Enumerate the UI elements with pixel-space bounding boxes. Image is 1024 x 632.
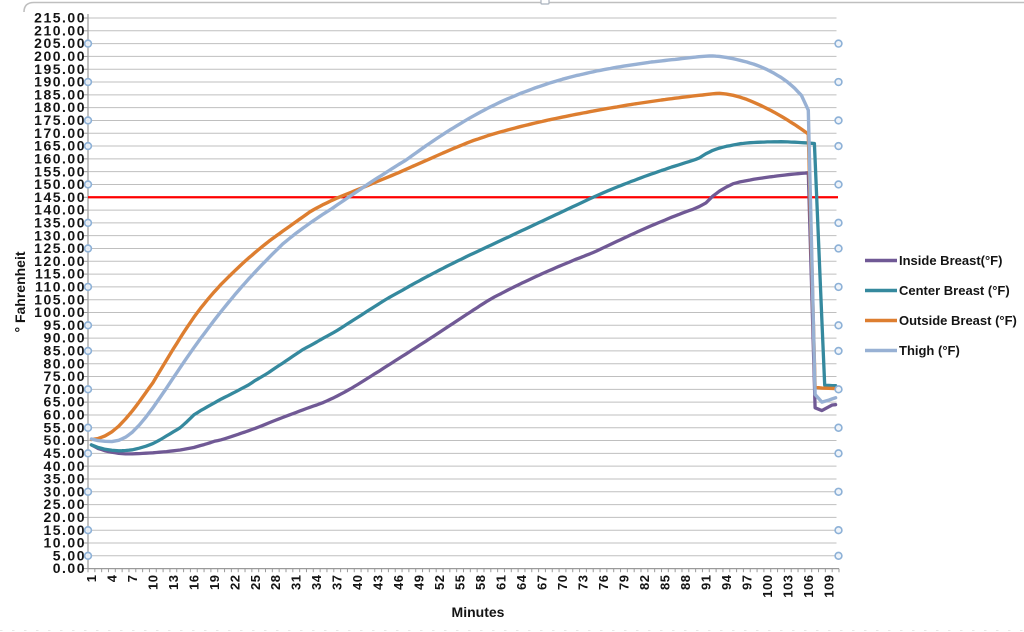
svg-text:75.00: 75.00 xyxy=(43,368,86,384)
svg-text:34: 34 xyxy=(309,574,324,590)
svg-text:150.00: 150.00 xyxy=(34,176,86,192)
svg-text:35.00: 35.00 xyxy=(43,471,86,487)
svg-text:40: 40 xyxy=(350,575,365,590)
svg-text:10: 10 xyxy=(145,575,160,590)
svg-text:64: 64 xyxy=(514,574,529,590)
svg-text:Minutes: Minutes xyxy=(452,604,505,620)
svg-text:19: 19 xyxy=(207,575,222,590)
svg-text:4: 4 xyxy=(104,574,119,582)
svg-text:52: 52 xyxy=(432,575,447,590)
svg-text:205.00: 205.00 xyxy=(34,35,86,51)
svg-text:110.00: 110.00 xyxy=(35,279,86,295)
svg-text:82: 82 xyxy=(637,575,652,590)
svg-text:100: 100 xyxy=(760,575,775,598)
svg-text:Outside Breast (°F): Outside Breast (°F) xyxy=(899,313,1017,328)
svg-text:170.00: 170.00 xyxy=(34,125,86,141)
svg-text:85: 85 xyxy=(657,575,672,590)
svg-text:55: 55 xyxy=(453,575,468,590)
svg-text:185.00: 185.00 xyxy=(34,86,86,102)
svg-text:37: 37 xyxy=(330,575,345,590)
svg-text:25.00: 25.00 xyxy=(43,496,86,512)
svg-text:65.00: 65.00 xyxy=(43,394,86,410)
svg-text:85.00: 85.00 xyxy=(43,343,86,359)
svg-text:30.00: 30.00 xyxy=(43,483,86,499)
svg-text:60.00: 60.00 xyxy=(43,407,86,423)
svg-text:155.00: 155.00 xyxy=(34,163,86,179)
svg-text:40.00: 40.00 xyxy=(43,458,86,474)
svg-text:0.00: 0.00 xyxy=(53,560,86,576)
svg-text:135.00: 135.00 xyxy=(34,215,86,231)
svg-text:49: 49 xyxy=(412,575,427,590)
svg-text:200.00: 200.00 xyxy=(34,48,86,64)
svg-text:180.00: 180.00 xyxy=(34,99,86,115)
svg-text:25: 25 xyxy=(248,575,263,590)
svg-text:46: 46 xyxy=(391,575,406,590)
svg-text:Thigh (°F): Thigh (°F) xyxy=(899,343,960,358)
svg-text:165.00: 165.00 xyxy=(34,138,86,154)
svg-text:5.00: 5.00 xyxy=(53,547,86,563)
svg-text:106: 106 xyxy=(801,575,816,598)
svg-text:210.00: 210.00 xyxy=(34,22,86,38)
svg-text:28: 28 xyxy=(268,575,283,590)
svg-text:16: 16 xyxy=(186,575,201,590)
svg-text:94: 94 xyxy=(719,574,734,590)
svg-text:103: 103 xyxy=(780,575,795,598)
svg-text:90.00: 90.00 xyxy=(43,330,86,346)
svg-text:1: 1 xyxy=(84,575,99,583)
svg-text:Center Breast (°F): Center Breast (°F) xyxy=(899,283,1010,298)
svg-text:130.00: 130.00 xyxy=(34,227,86,243)
svg-text:61: 61 xyxy=(494,575,509,590)
svg-text:160.00: 160.00 xyxy=(34,151,86,167)
svg-text:80.00: 80.00 xyxy=(43,355,86,371)
svg-text:70.00: 70.00 xyxy=(43,381,86,397)
svg-text:79: 79 xyxy=(616,575,631,590)
svg-text:73: 73 xyxy=(576,575,591,590)
svg-text:67: 67 xyxy=(535,575,550,590)
svg-text:145.00: 145.00 xyxy=(34,189,86,205)
svg-text:100.00: 100.00 xyxy=(34,304,86,320)
svg-text:140.00: 140.00 xyxy=(34,202,86,218)
svg-text:109: 109 xyxy=(821,575,836,598)
svg-text:91: 91 xyxy=(698,575,713,590)
svg-text:195.00: 195.00 xyxy=(34,61,86,77)
svg-text:175.00: 175.00 xyxy=(34,112,86,128)
svg-text:50.00: 50.00 xyxy=(43,432,86,448)
svg-text:95.00: 95.00 xyxy=(43,317,86,333)
svg-text:7: 7 xyxy=(125,575,140,583)
svg-text:105.00: 105.00 xyxy=(34,291,86,307)
svg-text:97: 97 xyxy=(739,575,754,590)
svg-text:22: 22 xyxy=(227,575,242,590)
svg-text:45.00: 45.00 xyxy=(43,445,86,461)
svg-text:215.00: 215.00 xyxy=(34,10,86,26)
svg-text:15.00: 15.00 xyxy=(43,522,86,538)
svg-text:125.00: 125.00 xyxy=(34,240,86,256)
svg-text:88: 88 xyxy=(678,575,693,590)
svg-text:31: 31 xyxy=(289,575,304,590)
svg-text:55.00: 55.00 xyxy=(43,419,86,435)
svg-text:13: 13 xyxy=(166,575,181,590)
svg-text:10.00: 10.00 xyxy=(43,535,86,551)
svg-text:° Fahrenheit: ° Fahrenheit xyxy=(12,251,28,332)
svg-text:120.00: 120.00 xyxy=(34,253,86,269)
svg-text:115.00: 115.00 xyxy=(35,266,86,282)
svg-text:70: 70 xyxy=(555,575,570,590)
svg-text:20.00: 20.00 xyxy=(43,509,86,525)
svg-text:43: 43 xyxy=(371,575,386,590)
svg-text:190.00: 190.00 xyxy=(34,74,86,90)
svg-text:76: 76 xyxy=(596,575,611,590)
svg-text:Inside Breast(°F): Inside Breast(°F) xyxy=(899,253,1002,268)
svg-text:58: 58 xyxy=(473,575,488,590)
